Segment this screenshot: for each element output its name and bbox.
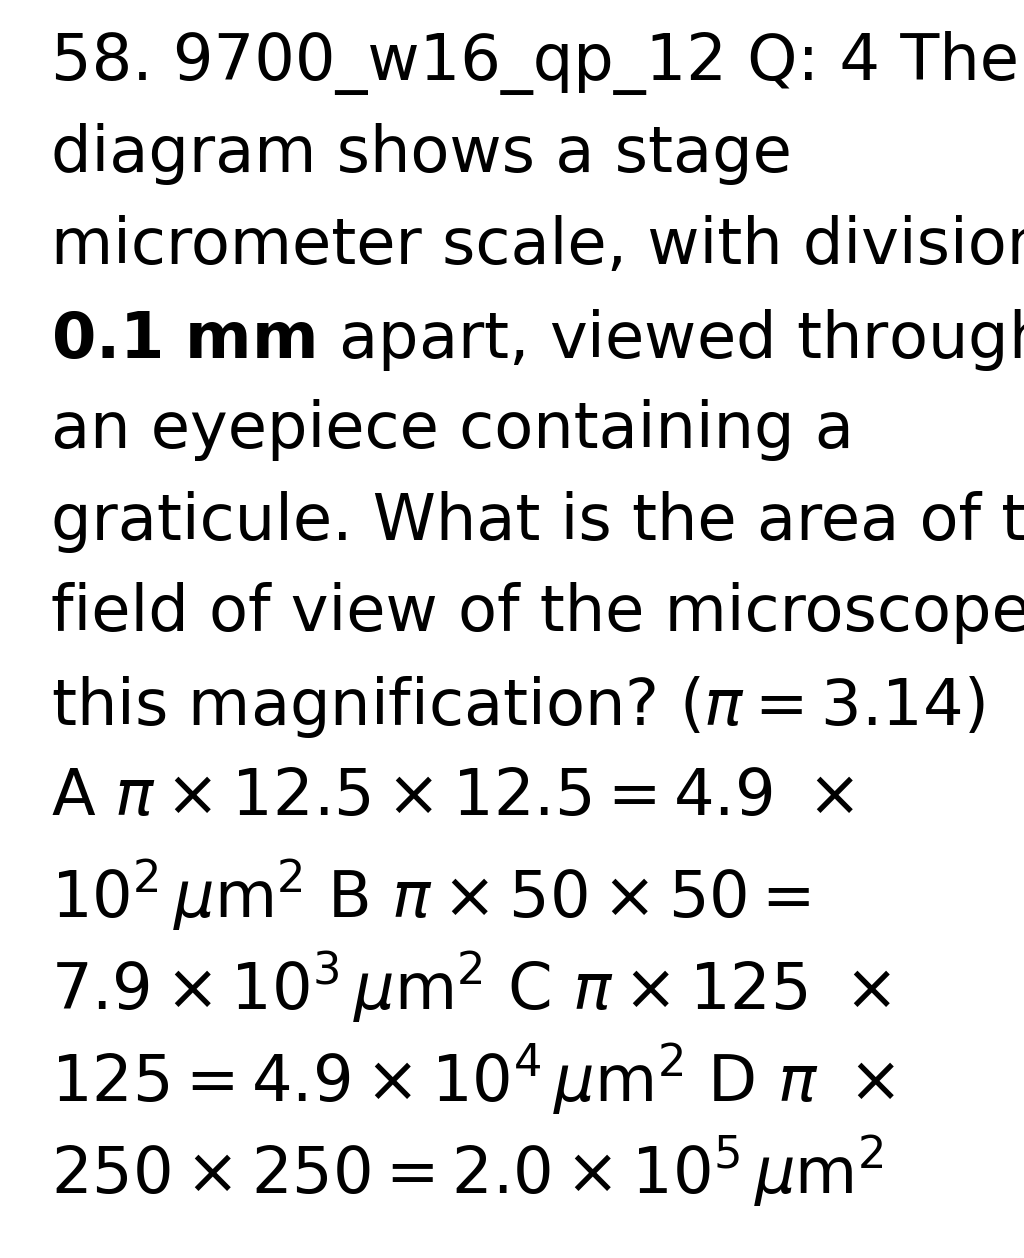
Text: micrometer scale, with divisions: micrometer scale, with divisions [51, 215, 1024, 277]
Text: an eyepiece containing a: an eyepiece containing a [51, 399, 854, 460]
Text: diagram shows a stage: diagram shows a stage [51, 123, 793, 185]
Text: graticule. What is the area of the: graticule. What is the area of the [51, 491, 1024, 552]
Text: field of view of the microscope at: field of view of the microscope at [51, 582, 1024, 644]
Text: $7.9 \times 10^3\,\mu\mathrm{m}^2$ C $\pi \times 125\ \times$: $7.9 \times 10^3\,\mu\mathrm{m}^2$ C $\p… [51, 950, 891, 1025]
Text: $\mathbf{0.1}\ \mathbf{mm}$ apart, viewed through: $\mathbf{0.1}\ \mathbf{mm}$ apart, viewe… [51, 307, 1024, 372]
Text: 58. 9700_w16_qp_12 Q: 4 The: 58. 9700_w16_qp_12 Q: 4 The [51, 31, 1019, 96]
Text: $10^2\,\mu\mathrm{m}^2$ B $\pi \times 50 \times 50 =$: $10^2\,\mu\mathrm{m}^2$ B $\pi \times 50… [51, 858, 811, 933]
Text: this magnification? $(\pi = 3.14)$: this magnification? $(\pi = 3.14)$ [51, 674, 985, 740]
Text: $125 = 4.9 \times 10^4\,\mu\mathrm{m}^2$ D $\pi\ \times$: $125 = 4.9 \times 10^4\,\mu\mathrm{m}^2$… [51, 1042, 896, 1117]
Text: A $\pi \times 12.5 \times 12.5 = 4.9\ \times$: A $\pi \times 12.5 \times 12.5 = 4.9\ \t… [51, 766, 855, 828]
Text: $250 \times 250 = 2.0 \times 10^5\,\mu\mathrm{m}^2$: $250 \times 250 = 2.0 \times 10^5\,\mu\m… [51, 1133, 884, 1209]
